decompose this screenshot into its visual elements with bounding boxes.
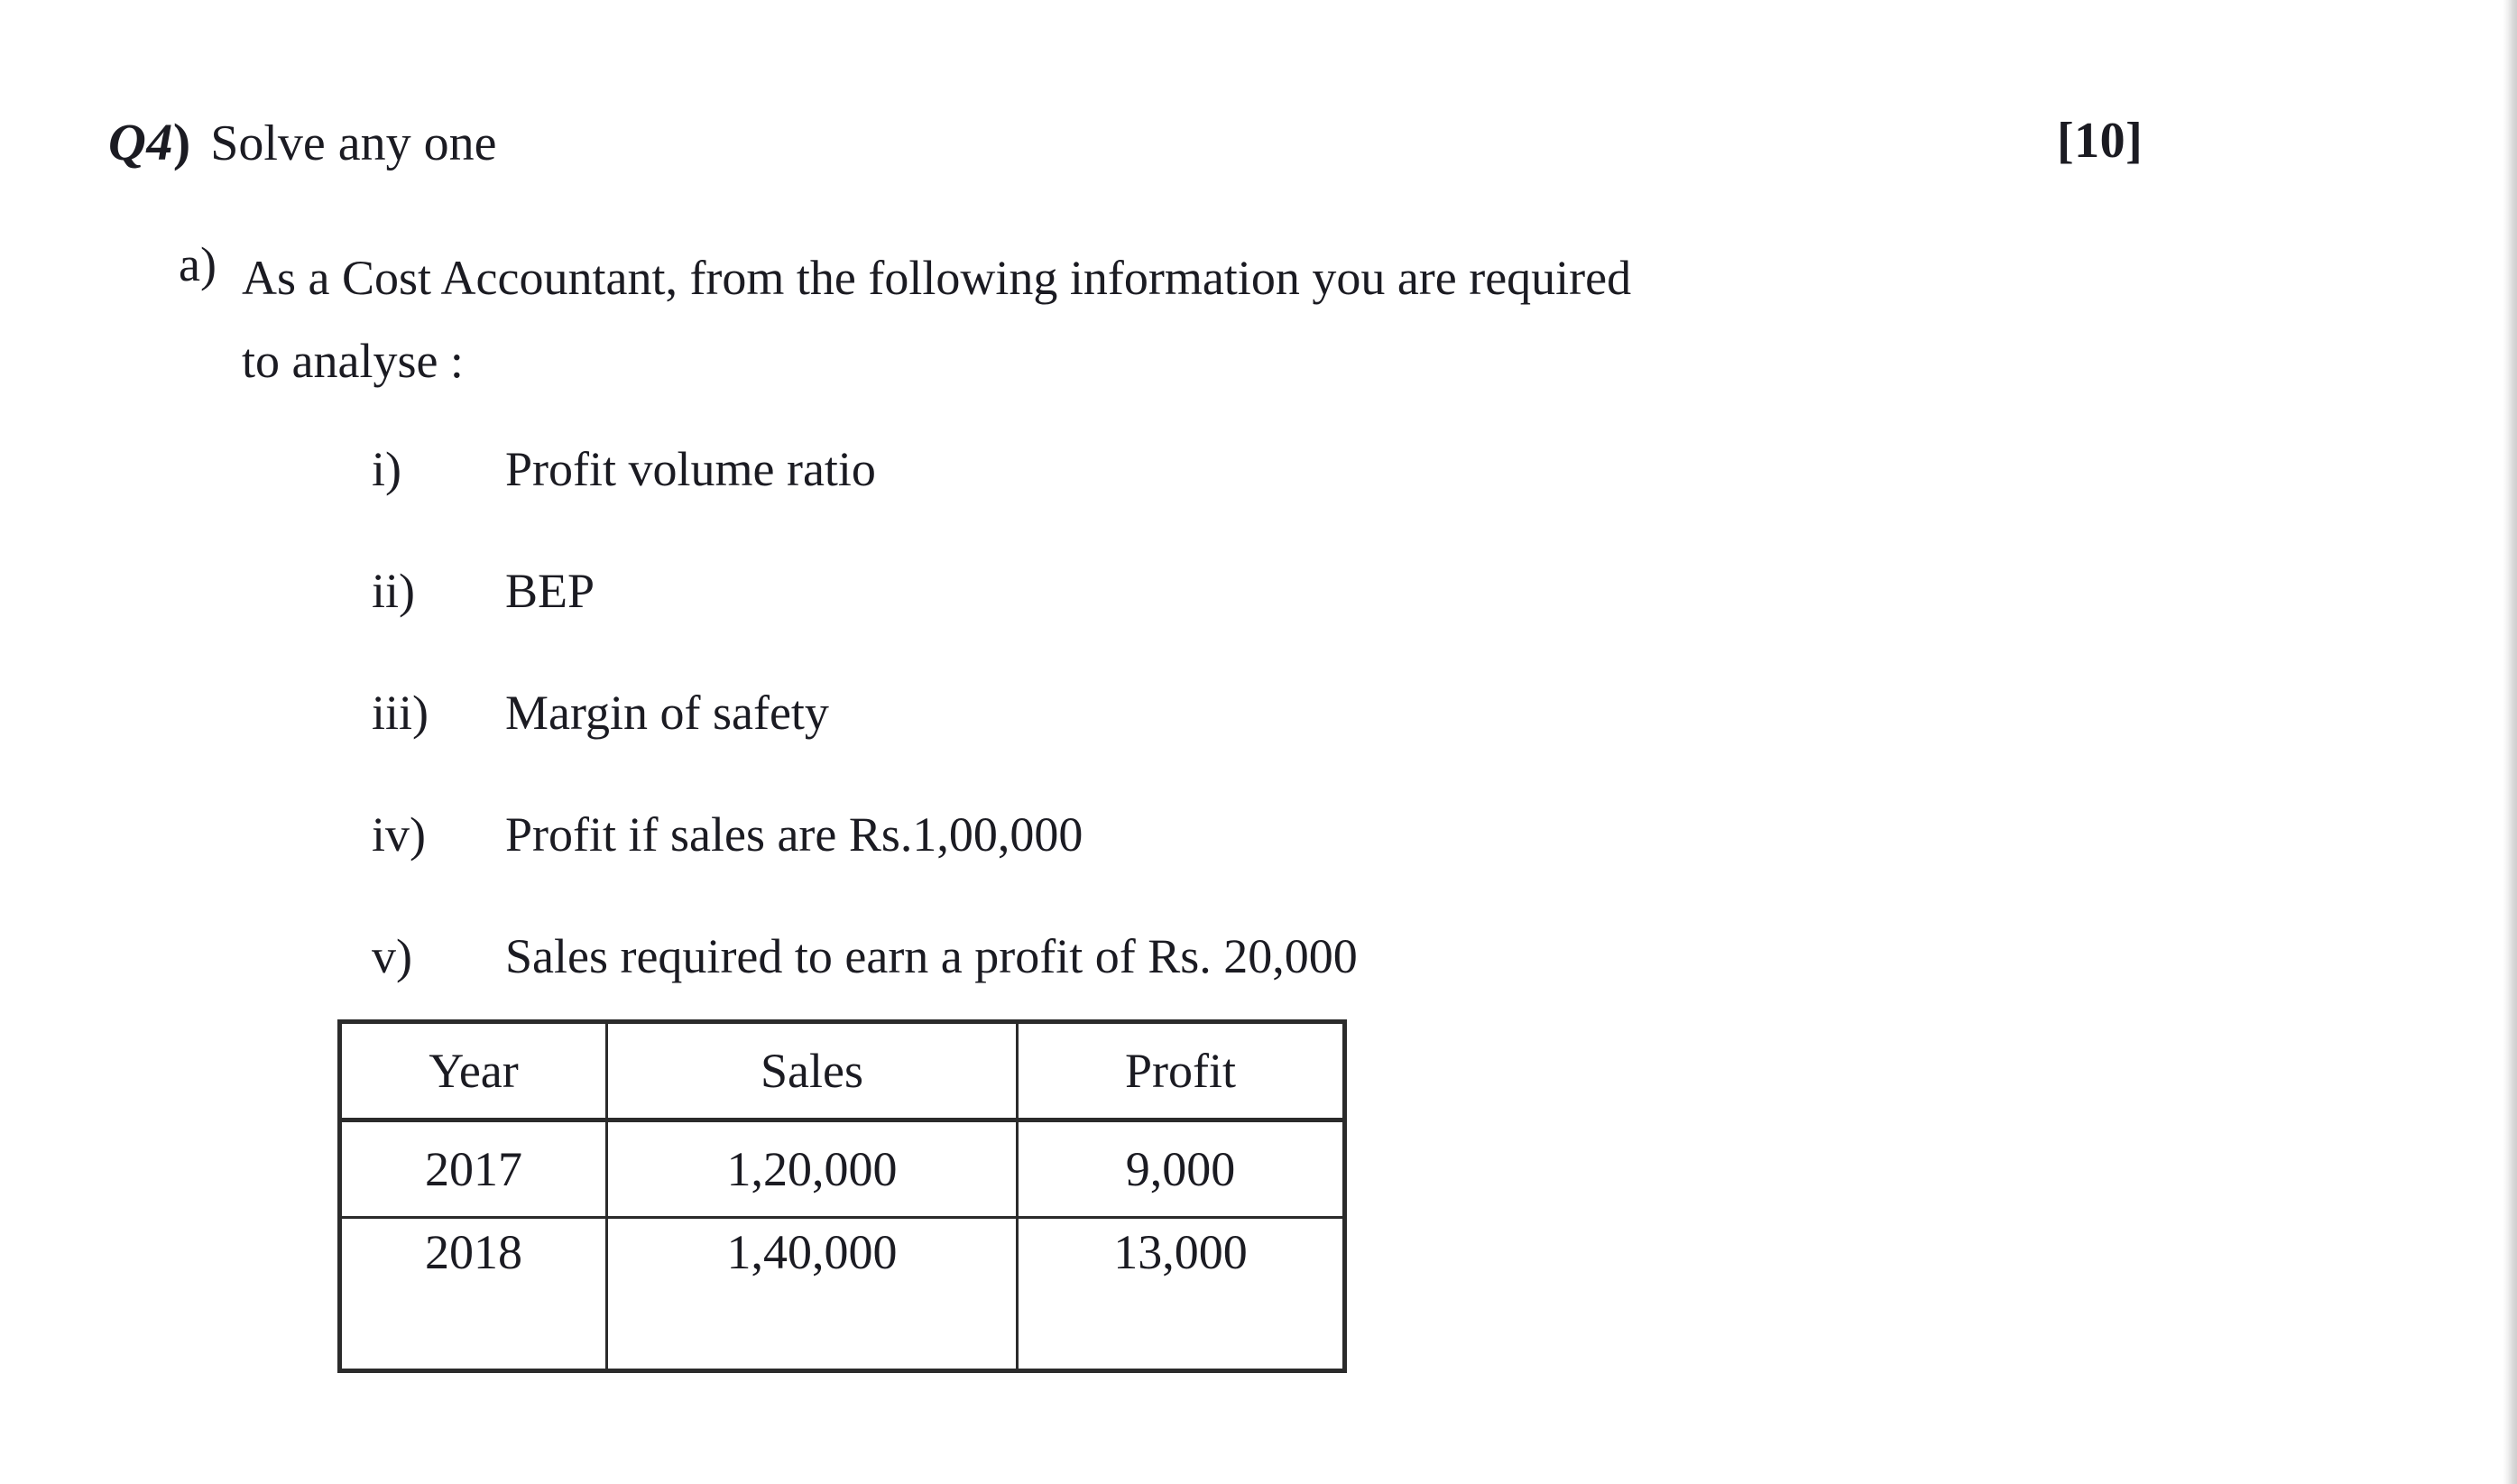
sub-item-text: Profit if sales are Rs.1,00,000	[505, 807, 1083, 862]
table-row: 2017 1,20,000 9,000	[337, 1119, 1347, 1219]
sub-item: ii) BEP	[372, 564, 2176, 686]
table-header-row: Year Sales Profit	[337, 1019, 1347, 1122]
cell-profit: 13,000	[1016, 1216, 1347, 1373]
table-row: 2018 1,40,000 13,000	[337, 1216, 1347, 1373]
column-header-sales: Sales	[605, 1019, 1019, 1122]
question-part-a: a) As a Cost Accountant, from the follow…	[179, 236, 2227, 402]
cell-year: 2017	[337, 1119, 608, 1219]
question-number: Q4	[108, 113, 173, 171]
cell-sales: 1,20,000	[605, 1119, 1019, 1219]
sub-item-marker: iv)	[372, 807, 426, 862]
cell-year: 2018	[337, 1216, 608, 1373]
sub-item-text: Margin of safety	[505, 686, 829, 740]
sub-item: iii) Margin of safety	[372, 686, 2176, 807]
column-header-profit: Profit	[1016, 1019, 1347, 1122]
question-header: Q4) Solve any one	[108, 112, 2174, 175]
part-body: As a Cost Accountant, from the following…	[242, 236, 2055, 402]
sub-item-list: i) Profit volume ratio ii) BEP iii) Marg…	[372, 442, 2176, 1051]
sub-item-text: Profit volume ratio	[505, 442, 876, 496]
part-line: to analyse :	[242, 334, 464, 388]
sub-item: i) Profit volume ratio	[372, 442, 2176, 564]
sub-item: iv) Profit if sales are Rs.1,00,000	[372, 807, 2176, 929]
question-title: Solve any one	[210, 115, 497, 171]
sub-item-marker: v)	[372, 929, 412, 983]
question-number-paren: )	[172, 113, 191, 171]
cell-sales: 1,40,000	[605, 1216, 1019, 1373]
page-edge-strip	[2503, 0, 2517, 1484]
sub-item-text: Sales required to earn a profit of Rs. 2…	[505, 929, 1358, 983]
sub-item-marker: ii)	[372, 564, 415, 618]
sub-item-text: BEP	[505, 564, 595, 618]
part-marker: a)	[179, 237, 217, 291]
sub-item: v) Sales required to earn a profit of Rs…	[372, 929, 2176, 1051]
data-table-container: Year Sales Profit 2017 1,20,000 9,000 20…	[337, 1019, 1347, 1373]
part-line: As a Cost Accountant, from the following…	[242, 251, 1632, 305]
column-header-year: Year	[337, 1019, 608, 1122]
sales-profit-table: Year Sales Profit 2017 1,20,000 9,000 20…	[337, 1019, 1347, 1373]
cell-profit: 9,000	[1016, 1119, 1347, 1219]
question-marks: [10]	[2057, 113, 2144, 169]
sub-item-marker: i)	[372, 442, 401, 496]
sub-item-marker: iii)	[372, 686, 429, 740]
